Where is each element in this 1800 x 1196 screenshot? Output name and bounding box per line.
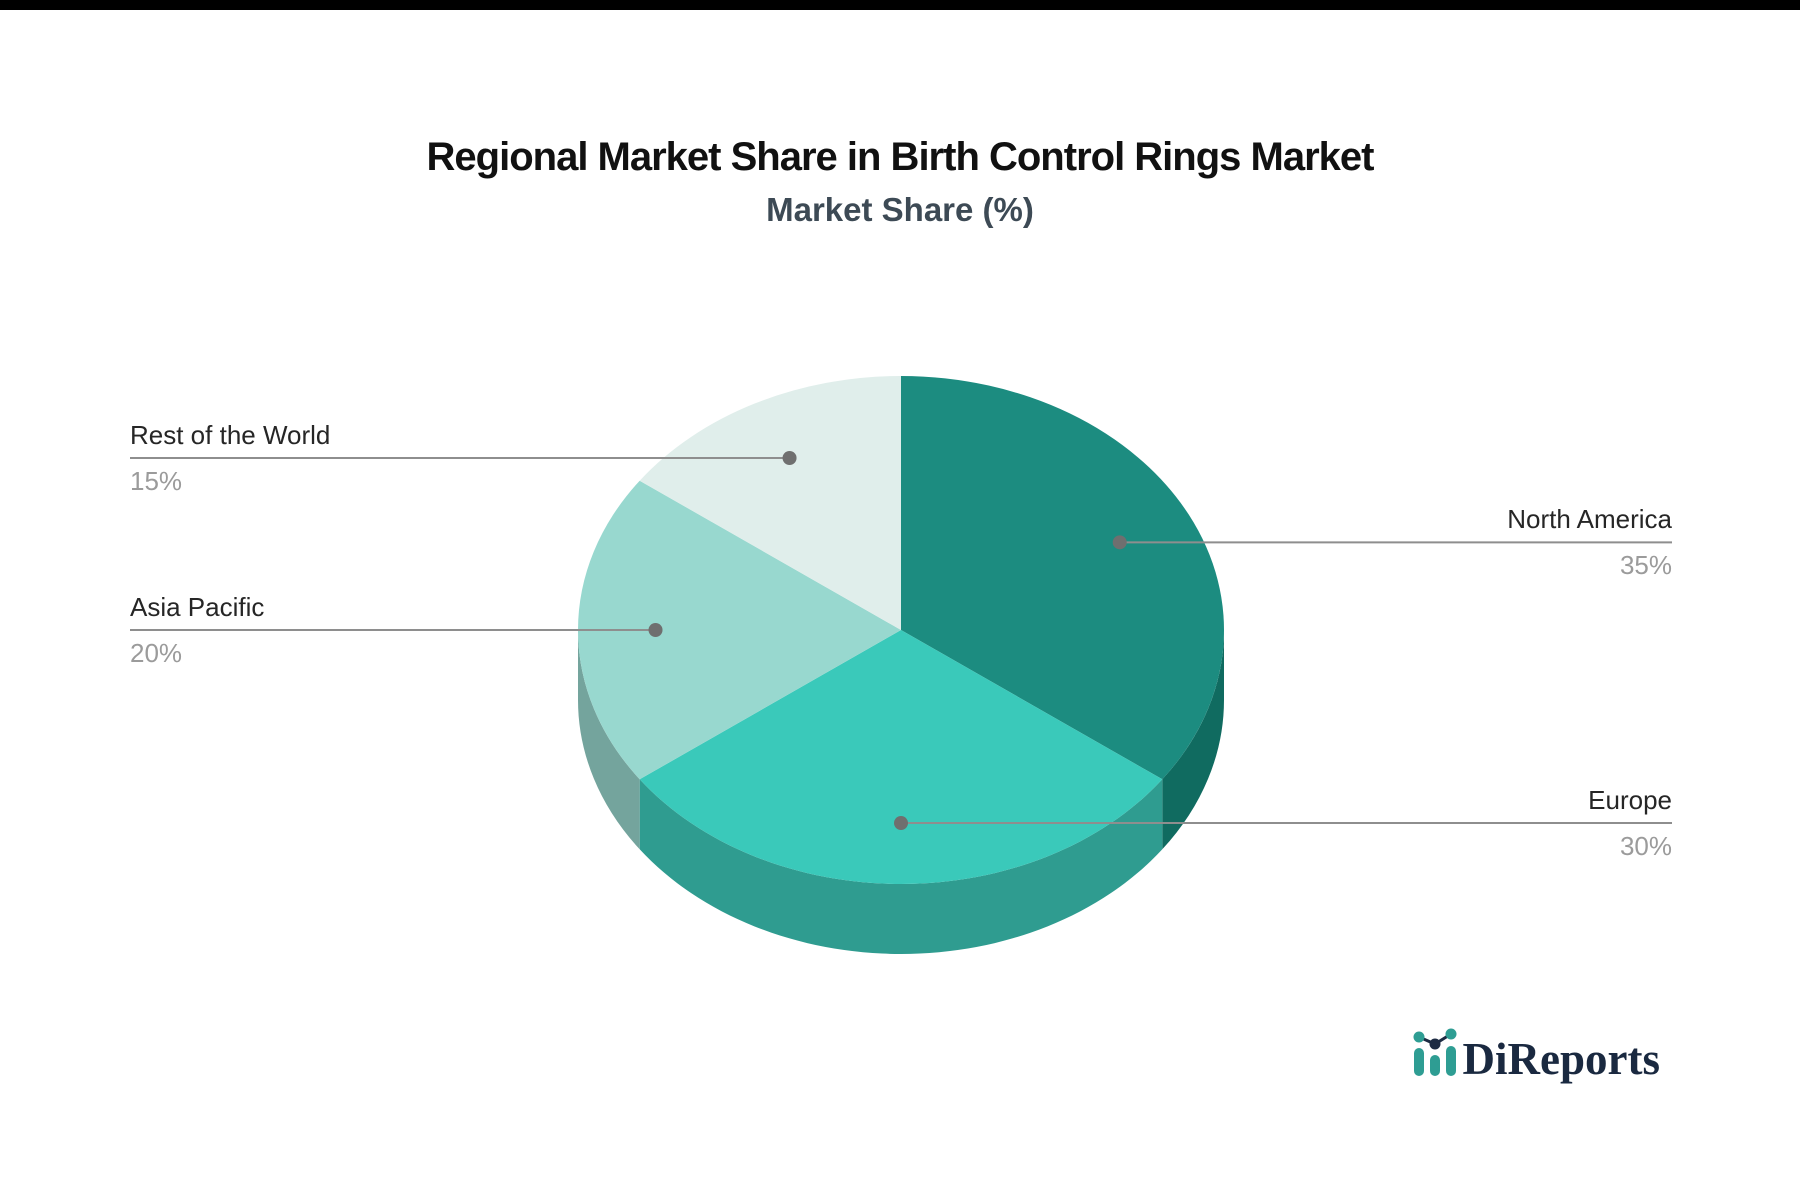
bar-line-chart-icon bbox=[1413, 1028, 1457, 1076]
pie-slice-side-asia-pacific bbox=[578, 630, 640, 850]
window-top-edge bbox=[0, 0, 1800, 10]
pie-slice-side-north-america bbox=[1162, 630, 1224, 850]
leader-dot-asia-pacific bbox=[648, 623, 663, 637]
direports-logo: DiReports bbox=[1412, 1028, 1660, 1085]
slice-label-rest-of-the-world: Rest of the World bbox=[130, 420, 331, 450]
leader-dot-rest-of-the-world bbox=[782, 451, 797, 466]
slice-percent-europe: 30% bbox=[1619, 831, 1672, 862]
pie-slice-europe bbox=[639, 630, 1163, 884]
leader-dot-north-america bbox=[1112, 535, 1127, 550]
slice-percent-asia-pacific: 20% bbox=[130, 638, 183, 668]
slice-label-asia-pacific: Asia Pacific bbox=[130, 592, 265, 622]
leader-dot-europe bbox=[894, 816, 908, 831]
chart-subtitle: Market Share (%) bbox=[766, 191, 1034, 228]
pie-slice-side-europe bbox=[639, 779, 1163, 954]
chart-title: Regional Market Share in Birth Control R… bbox=[426, 135, 1375, 179]
pie-slice-north-america bbox=[901, 376, 1224, 780]
pie-slice-asia-pacific bbox=[578, 480, 901, 780]
slice-percent-rest-of-the-world: 15% bbox=[130, 466, 183, 496]
pie-slice-rest-of-the-world bbox=[639, 376, 901, 630]
direports-logo-text: DiReports bbox=[1462, 1034, 1660, 1084]
slice-label-europe: Europe bbox=[1588, 785, 1672, 816]
slice-label-north-america: North America bbox=[1507, 504, 1672, 535]
slice-percent-north-america: 35% bbox=[1619, 550, 1672, 581]
